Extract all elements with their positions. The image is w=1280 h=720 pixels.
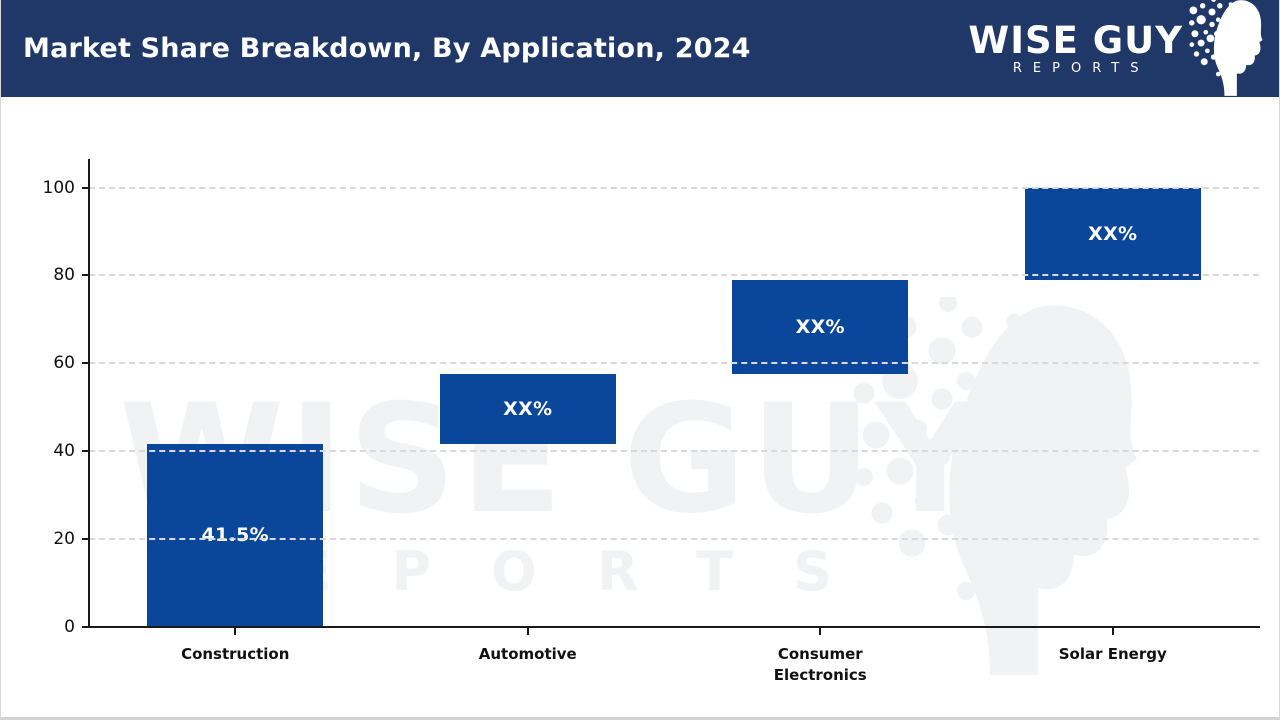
- y-axis-tick: [82, 449, 89, 452]
- page-title: Market Share Breakdown, By Application, …: [23, 33, 751, 64]
- gridline-60: [89, 362, 1259, 365]
- x-axis-tick: [526, 628, 529, 635]
- bar-solar-energy: XX%: [1024, 187, 1201, 280]
- y-axis-tick-label: 40: [53, 440, 75, 461]
- gridline-80: [89, 274, 1259, 277]
- y-axis-tick-label: 100: [42, 177, 75, 198]
- y-axis-tick: [82, 274, 89, 277]
- gridline-100: [89, 186, 1259, 189]
- logo-wordmark: WISE GUY: [968, 19, 1183, 62]
- bar-value-label: XX%: [1088, 222, 1138, 245]
- x-axis-tick: [819, 628, 822, 635]
- wiseguy-logo: WISE GUY REPORTS: [968, 0, 1265, 99]
- chart-plot: WISE GUY REPORTS 0 20 40 60 80 100 41.5% Constr…: [1, 97, 1279, 717]
- category-label-construction: Construction: [181, 645, 290, 663]
- category-label-consumer-electronics: Consumer Electronics: [773, 645, 867, 684]
- gridline-20: [89, 537, 1259, 540]
- bar-automotive: XX%: [439, 374, 616, 445]
- y-axis-tick-label: 80: [53, 265, 75, 286]
- y-axis-tick: [82, 186, 89, 189]
- x-axis-tick: [1111, 628, 1114, 635]
- wiseguy-face-icon: [1189, 0, 1263, 96]
- logo-subtitle: REPORTS: [1012, 61, 1150, 76]
- y-axis-tick-label: 0: [64, 616, 75, 637]
- category-label-automotive: Automotive: [478, 645, 577, 663]
- bar-value-label: XX%: [795, 315, 845, 338]
- y-axis-line: [88, 159, 90, 628]
- wiseguy-logo-text: WISE GUY REPORTS: [968, 22, 1183, 75]
- x-axis-tick: [234, 628, 237, 635]
- bar-consumer-electronics: XX%: [732, 279, 909, 375]
- gridline-40: [89, 449, 1259, 452]
- y-axis-tick: [82, 362, 89, 365]
- watermark-face-icon: [853, 297, 1137, 675]
- category-label-solar-energy: Solar Energy: [1058, 645, 1167, 663]
- bar-construction: 41.5%: [147, 444, 324, 627]
- y-axis-tick-label: 20: [53, 528, 75, 549]
- bar-value-label: XX%: [503, 398, 553, 421]
- y-axis-tick: [82, 537, 89, 540]
- y-axis-tick: [82, 625, 89, 628]
- header-bar: Market Share Breakdown, By Application, …: [1, 0, 1279, 97]
- y-axis-tick-label: 60: [53, 353, 75, 374]
- x-axis-line: [88, 626, 1260, 628]
- bar-value-label: 41.5%: [201, 524, 269, 547]
